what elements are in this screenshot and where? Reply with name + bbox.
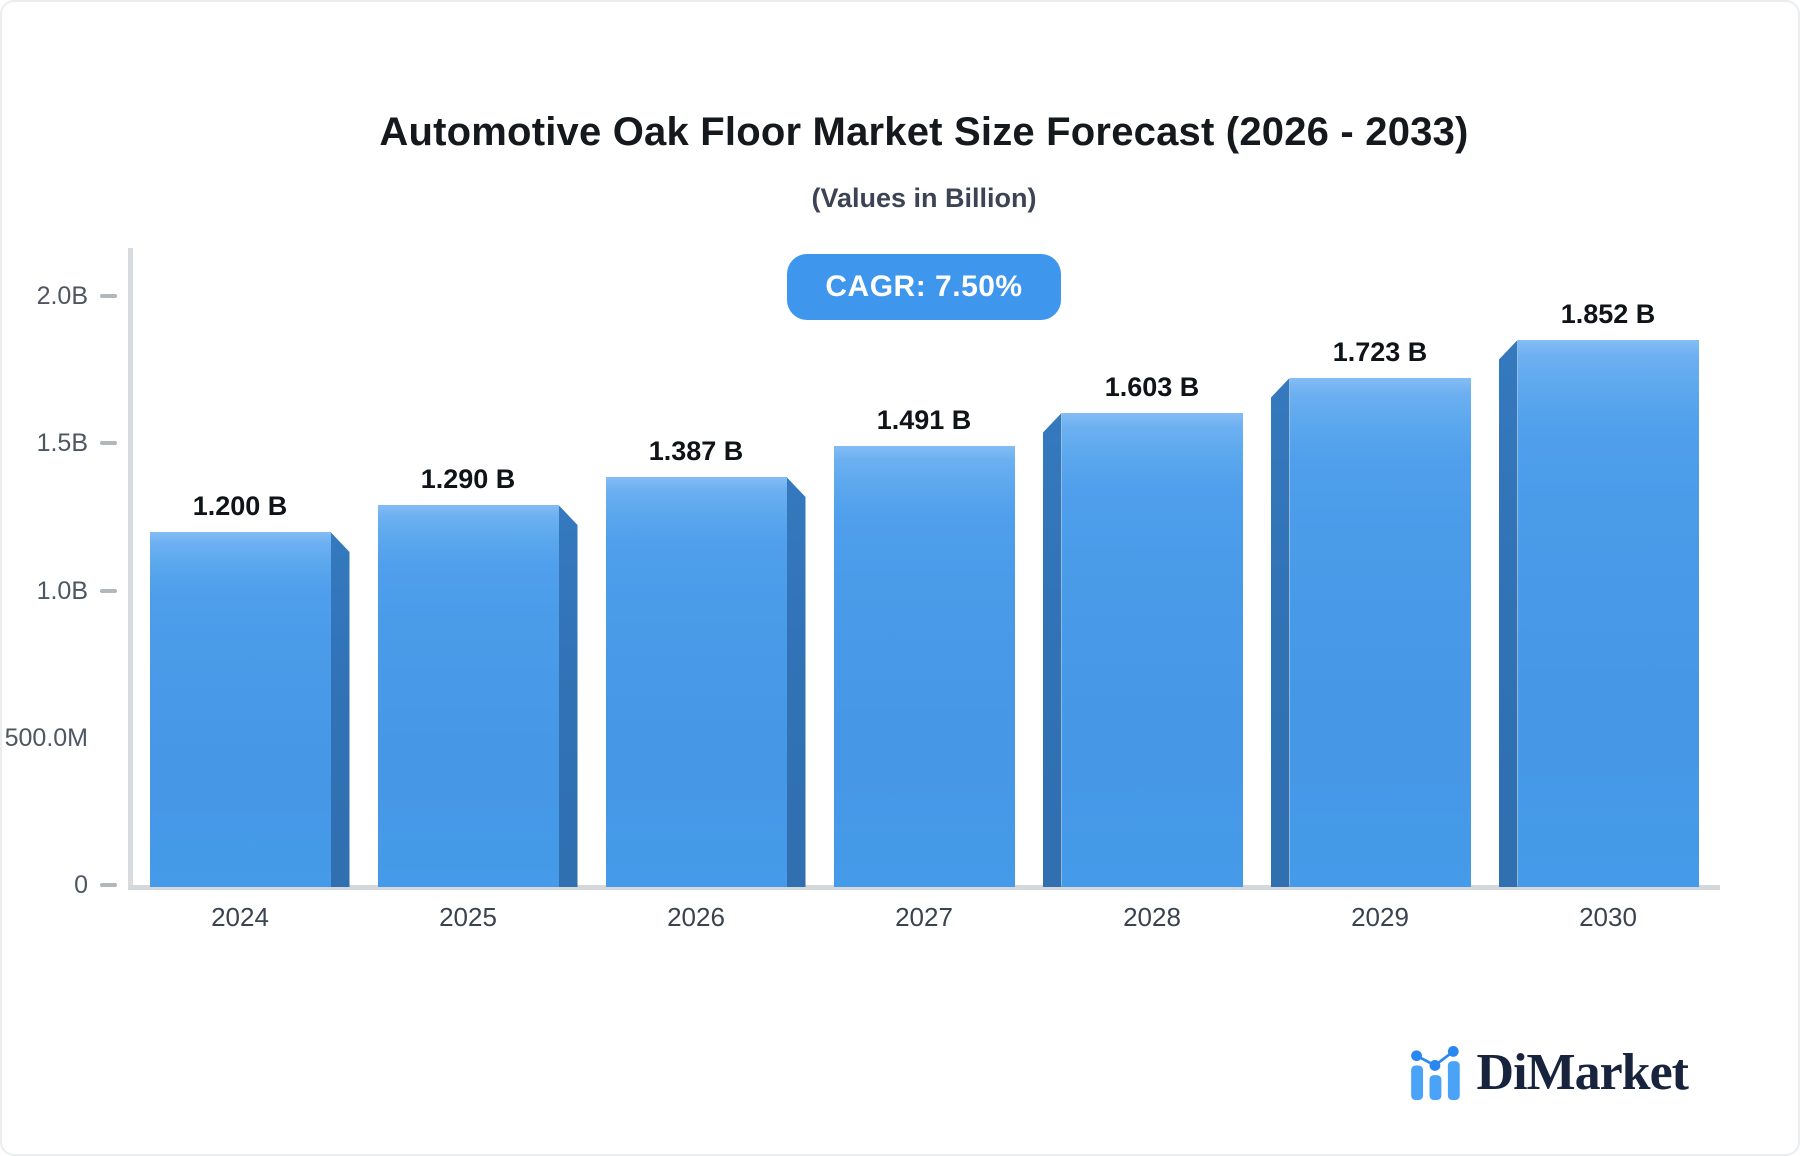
bar-2026: 1.387 B xyxy=(605,436,806,887)
y-axis-label: 1.5B xyxy=(36,429,88,458)
y-axis-tick xyxy=(100,294,117,298)
y-axis-line xyxy=(128,248,133,890)
bar-face-2027[interactable] xyxy=(833,446,1015,887)
y-axis-label: 500.0M xyxy=(4,723,88,752)
x-axis-label-2024: 2024 xyxy=(211,902,269,932)
chart-subtitle: (Values in Billion) xyxy=(811,183,1037,213)
y-axis-label: 2.0B xyxy=(36,282,88,310)
bar-face-2028[interactable] xyxy=(1061,413,1243,887)
dimarket-logo: DiMarket xyxy=(1409,1044,1689,1101)
x-axis-label-2028: 2028 xyxy=(1123,902,1181,932)
bar-side-face xyxy=(1042,413,1062,887)
bar-2025: 1.290 B xyxy=(377,464,578,887)
bar-2029: 1.723 B xyxy=(1270,337,1471,887)
bar-value-label-2025: 1.290 B xyxy=(420,464,516,494)
bar-value-label-2026: 1.387 B xyxy=(648,436,744,466)
chart-title: Automotive Oak Floor Market Size Forecas… xyxy=(379,110,1469,154)
y-axis-tick xyxy=(100,883,117,887)
bar-side-face xyxy=(1498,340,1518,887)
bar-2030: 1.852 B xyxy=(1498,299,1699,887)
bar-side-face xyxy=(558,505,578,887)
bar-face-2024[interactable] xyxy=(149,532,331,887)
bar-value-label-2030: 1.852 B xyxy=(1560,299,1656,329)
y-axis-tick xyxy=(100,441,117,446)
x-axis-label-2030: 2030 xyxy=(1579,902,1637,932)
bar-2024: 1.200 B xyxy=(149,491,350,887)
bar-value-label-2028: 1.603 B xyxy=(1104,372,1200,402)
x-axis-label-2029: 2029 xyxy=(1351,902,1409,932)
bar-face-2029[interactable] xyxy=(1289,378,1471,887)
dimarket-logo-text: DiMarket xyxy=(1476,1044,1689,1101)
bar-2027: 1.491 B xyxy=(833,405,1015,887)
bar-face-2030[interactable] xyxy=(1517,340,1699,887)
bar-side-face xyxy=(330,532,350,887)
bar-2028: 1.603 B xyxy=(1042,372,1243,887)
x-axis-line xyxy=(128,885,1720,890)
bar-value-label-2027: 1.491 B xyxy=(876,405,972,435)
bar-side-face xyxy=(786,477,806,887)
y-axis-label: 0 xyxy=(74,871,88,899)
dimarket-logo-icon xyxy=(1410,1046,1460,1100)
bar-side-face xyxy=(1270,378,1290,887)
bar-value-label-2024: 1.200 B xyxy=(192,491,288,521)
bar-value-label-2029: 1.723 B xyxy=(1332,337,1428,367)
cagr-badge: CAGR: 7.50% xyxy=(787,254,1061,320)
y-axis-tick xyxy=(100,588,117,593)
y-axis-label: 1.0B xyxy=(36,576,88,605)
x-axis-label-2026: 2026 xyxy=(667,902,725,932)
bar-face-2025[interactable] xyxy=(377,505,559,887)
x-axis-label-2025: 2025 xyxy=(439,902,497,932)
bar-face-2026[interactable] xyxy=(605,477,787,887)
x-axis-label-2027: 2027 xyxy=(895,902,953,932)
cagr-badge-row: CAGR: 7.50% xyxy=(128,254,1720,320)
